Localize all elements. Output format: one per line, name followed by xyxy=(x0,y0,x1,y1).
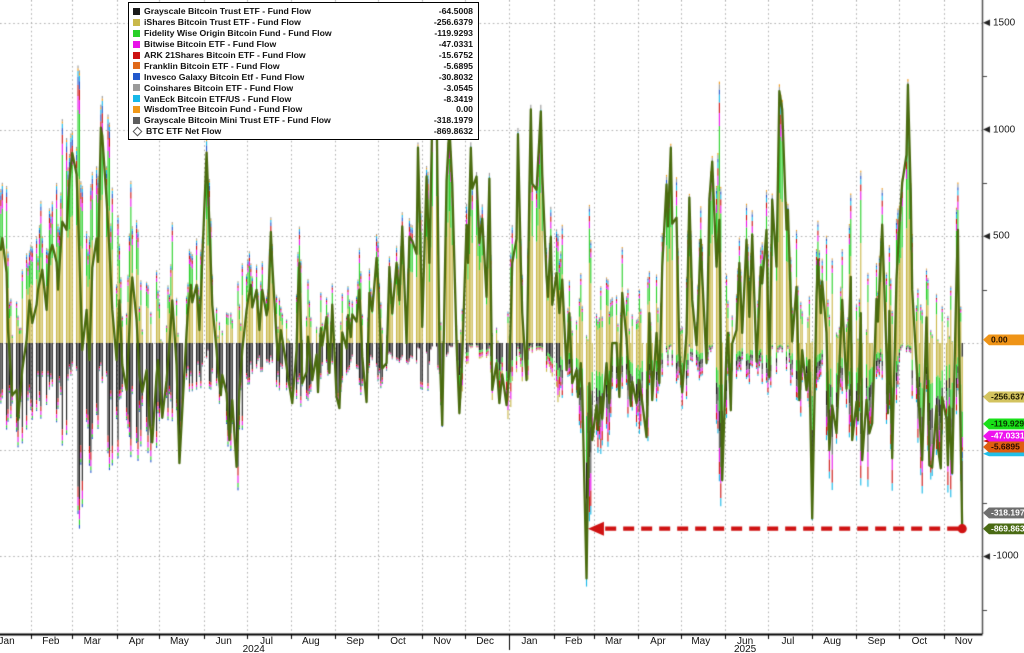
legend-swatch-icon xyxy=(133,95,140,103)
chart-legend: Grayscale Bitcoin Trust ETF - Fund Flow -… xyxy=(128,2,479,140)
x-axis-month-label: Apr xyxy=(650,636,666,647)
legend-last-value: -119.9293 xyxy=(434,28,473,39)
legend-last-value: -8.3419 xyxy=(443,93,473,104)
x-axis-month-label: Feb xyxy=(42,636,60,647)
last-value-label-wisdomtree: 0.00 xyxy=(983,334,1024,346)
legend-item[interactable]: ARK 21Shares Bitcoin ETF - Fund Flow -15.… xyxy=(133,50,473,61)
x-axis-month-label: Aug xyxy=(823,636,842,647)
last-value-label-magenta: -47.0331 xyxy=(983,430,1024,442)
legend-label: Grayscale Bitcoin Mini Trust ETF - Fund … xyxy=(144,115,331,126)
x-axis-month-label: Jan xyxy=(521,636,538,647)
y-axis-tick-label: 500 xyxy=(993,230,1010,242)
x-axis-month-label: Oct xyxy=(911,636,928,647)
legend-item[interactable]: Bitwise Bitcoin ETF - Fund Flow -47.0331 xyxy=(133,39,473,50)
legend-swatch-icon xyxy=(133,18,140,26)
legend-last-value: 0.00 xyxy=(456,104,473,115)
legend-label: Invesco Galaxy Bitcoin Etf - Fund Flow xyxy=(144,71,305,82)
legend-swatch-icon xyxy=(133,105,140,113)
legend-last-value: -5.6895 xyxy=(443,60,473,71)
legend-swatch-icon xyxy=(133,62,140,70)
x-axis-year-label: 2024 xyxy=(242,644,265,653)
y-axis-tick-label: 1000 xyxy=(993,124,1016,136)
legend-swatch-icon xyxy=(133,40,140,48)
legend-item[interactable]: Coinshares Bitcoin ETF - Fund Flow -3.054… xyxy=(133,82,473,93)
legend-swatch-icon xyxy=(133,29,140,37)
x-axis-month-label: May xyxy=(691,636,711,647)
legend-item[interactable]: BTC ETF Net Flow -869.8632 xyxy=(132,126,473,137)
legend-item[interactable]: Fidelity Wise Origin Bitcoin Fund - Fund… xyxy=(133,28,473,39)
legend-label: Coinshares Bitcoin ETF - Fund Flow xyxy=(144,82,294,93)
x-axis-month-label: Nov xyxy=(433,636,452,647)
x-axis-month-label: Sep xyxy=(867,636,886,647)
x-axis-month-label: Jan xyxy=(0,636,15,647)
legend-label: Grayscale Bitcoin Trust ETF - Fund Flow xyxy=(144,6,312,17)
legend-last-value: -15.6752 xyxy=(438,50,473,60)
y-axis-tick-label: -1000 xyxy=(993,550,1019,562)
legend-last-value: -869.8632 xyxy=(433,126,473,137)
x-axis-month-label: Aug xyxy=(301,636,320,647)
x-axis-month-label: Apr xyxy=(128,636,145,647)
x-axis-month-label: Dec xyxy=(476,636,495,647)
x-axis-month-label: Jul xyxy=(260,636,273,647)
legend-swatch-icon xyxy=(133,51,140,59)
legend-last-value: -30.8032 xyxy=(438,71,473,82)
x-axis-month-label: Jun xyxy=(737,636,754,647)
legend-item[interactable]: VanEck Bitcoin ETF/US - Fund Flow -8.3419 xyxy=(133,93,473,104)
legend-label: ARK 21Shares Bitcoin ETF - Fund Flow xyxy=(144,50,306,60)
x-axis-month-label: Sep xyxy=(346,636,365,647)
x-axis-month-label: Mar xyxy=(605,636,623,647)
x-axis-month-label: Jun xyxy=(215,636,232,647)
legend-swatch-icon xyxy=(133,116,140,124)
legend-label: BTC ETF Net Flow xyxy=(146,126,222,137)
legend-label: Franklin Bitcoin ETF - Fund Flow xyxy=(144,60,280,71)
legend-item[interactable]: Franklin Bitcoin ETF - Fund Flow -5.6895 xyxy=(133,60,473,71)
legend-swatch-icon xyxy=(133,7,140,15)
last-value-label-khaki: -256.6379 xyxy=(983,391,1024,403)
legend-label: iShares Bitcoin Trust ETF - Fund Flow xyxy=(144,17,301,28)
legend-last-value: -64.5008 xyxy=(438,6,473,17)
last-value-label-green: -119.9293 xyxy=(983,418,1024,430)
legend-swatch-icon xyxy=(133,73,140,81)
last-value-label-cyan xyxy=(983,451,1024,457)
legend-label: WisdomTree Bitcoin Fund - Fund Flow xyxy=(144,104,303,115)
legend-last-value: -318.1979 xyxy=(433,115,473,126)
legend-label: Fidelity Wise Origin Bitcoin Fund - Fund… xyxy=(144,28,332,39)
legend-item[interactable]: Invesco Galaxy Bitcoin Etf - Fund Flow -3… xyxy=(133,71,473,82)
net-flow-diamond-marker-icon xyxy=(132,126,143,137)
last-value-label-netline: -869.8632 xyxy=(983,523,1024,535)
x-axis-month-label: Jul xyxy=(781,636,795,647)
legend-last-value: -256.6379 xyxy=(433,17,473,28)
y-axis-tick-label: 1500 xyxy=(993,17,1016,29)
legend-item[interactable]: iShares Bitcoin Trust ETF - Fund Flow -25… xyxy=(133,17,473,28)
x-axis-month-label: Mar xyxy=(83,636,101,647)
x-axis-year-label: 2025 xyxy=(733,644,757,653)
legend-item[interactable]: Grayscale Bitcoin Trust ETF - Fund Flow -… xyxy=(133,6,473,17)
legend-label: VanEck Bitcoin ETF/US - Fund Flow xyxy=(144,93,292,104)
legend-label: Bitwise Bitcoin ETF - Fund Flow xyxy=(144,39,277,50)
x-axis-month-label: Feb xyxy=(565,636,583,647)
last-value-label-franklin: -5.6895 xyxy=(983,441,1024,453)
last-value-label-darkgray: -318.1979 xyxy=(983,507,1024,519)
legend-last-value: -3.0545 xyxy=(443,82,473,93)
x-axis-month-label: Nov xyxy=(954,636,973,647)
x-axis-month-label: May xyxy=(169,636,189,647)
x-axis-month-label: Oct xyxy=(390,636,406,647)
legend-last-value: -47.0331 xyxy=(438,39,473,50)
legend-item[interactable]: Grayscale Bitcoin Mini Trust ETF - Fund … xyxy=(133,115,473,126)
legend-item[interactable]: WisdomTree Bitcoin Fund - Fund Flow 0.00 xyxy=(133,104,473,115)
legend-swatch-icon xyxy=(133,84,140,92)
